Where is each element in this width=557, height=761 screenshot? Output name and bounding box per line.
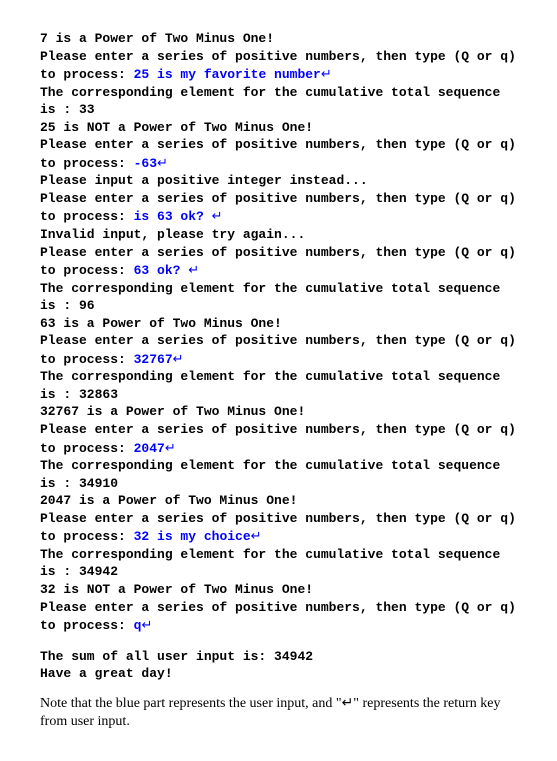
output-line: 63 is a Power of Two Minus One! [40, 315, 517, 333]
return-icon: ↵ [173, 351, 184, 366]
system-text: Please enter a series of positive number… [40, 137, 524, 171]
output-line: Please enter a series of positive number… [40, 421, 517, 457]
user-input-text: 2047 [134, 441, 165, 456]
output-line: 7 is a Power of Two Minus One! [40, 30, 517, 48]
system-text: Please input a positive integer instead.… [40, 173, 368, 188]
output-line: Have a great day! [40, 665, 517, 683]
system-text: 7 is a Power of Two Minus One! [40, 31, 274, 46]
output-line: 32 is NOT a Power of Two Minus One! [40, 581, 517, 599]
system-text: Please enter a series of positive number… [40, 333, 524, 367]
return-icon: ↵ [212, 208, 223, 223]
user-input-text: 25 is my favorite number [134, 67, 321, 82]
return-icon: ↵ [188, 262, 199, 277]
system-text: Please enter a series of positive number… [40, 600, 524, 634]
output-line: Please enter a series of positive number… [40, 510, 517, 546]
system-text: The corresponding element for the cumula… [40, 369, 508, 402]
terminal-output: 7 is a Power of Two Minus One! Please ent… [40, 30, 517, 683]
user-input-text: is 63 ok? [134, 209, 212, 224]
system-text: 2047 is a Power of Two Minus One! [40, 493, 297, 508]
output-line: 2047 is a Power of Two Minus One! [40, 492, 517, 510]
system-text: 32 is NOT a Power of Two Minus One! [40, 582, 313, 597]
return-icon: ↵ [165, 440, 176, 455]
output-line: The corresponding element for the cumula… [40, 546, 517, 581]
user-input-text: 32 is my choice [134, 529, 251, 544]
output-line: The sum of all user input is: 34942 [40, 648, 517, 666]
output-line: The corresponding element for the cumula… [40, 457, 517, 492]
output-line: Please enter a series of positive number… [40, 244, 517, 280]
user-input-text: -63 [134, 156, 157, 171]
system-text: Please enter a series of positive number… [40, 191, 524, 225]
system-text: Please enter a series of positive number… [40, 422, 524, 456]
output-line: The corresponding element for the cumula… [40, 280, 517, 315]
output-line: Invalid input, please try again... [40, 226, 517, 244]
return-icon: ↵ [141, 617, 152, 632]
output-line: 32767 is a Power of Two Minus One! [40, 403, 517, 421]
return-icon: ↵ [321, 66, 332, 81]
output-line: Please enter a series of positive number… [40, 332, 517, 368]
output-line: The corresponding element for the cumula… [40, 368, 517, 403]
user-input-text: 63 ok? [134, 263, 189, 278]
system-text: Invalid input, please try again... [40, 227, 305, 242]
system-text: 32767 is a Power of Two Minus One! [40, 404, 305, 419]
output-line: Please enter a series of positive number… [40, 136, 517, 172]
system-text: Have a great day! [40, 666, 173, 681]
output-line: The corresponding element for the cumula… [40, 84, 517, 119]
user-input-text: 32767 [134, 352, 173, 367]
system-text: The corresponding element for the cumula… [40, 85, 508, 118]
system-text: 25 is NOT a Power of Two Minus One! [40, 120, 313, 135]
return-icon: ↵ [251, 528, 262, 543]
output-line: Please enter a series of positive number… [40, 48, 517, 84]
output-line: 25 is NOT a Power of Two Minus One! [40, 119, 517, 137]
output-line: Please input a positive integer instead.… [40, 172, 517, 190]
system-text: 63 is a Power of Two Minus One! [40, 316, 282, 331]
output-line: Please enter a series of positive number… [40, 190, 517, 226]
system-text: The corresponding element for the cumula… [40, 547, 508, 580]
output-line: Please enter a series of positive number… [40, 599, 517, 635]
blank-line [40, 635, 517, 648]
system-text: Please enter a series of positive number… [40, 245, 524, 279]
system-text: Please enter a series of positive number… [40, 511, 524, 545]
system-text: The sum of all user input is: 34942 [40, 649, 313, 664]
system-text: The corresponding element for the cumula… [40, 458, 508, 491]
return-icon: ↵ [157, 155, 168, 170]
footnote: Note that the blue part represents the u… [40, 695, 517, 731]
user-input-text: q [134, 618, 142, 633]
system-text: The corresponding element for the cumula… [40, 281, 508, 314]
